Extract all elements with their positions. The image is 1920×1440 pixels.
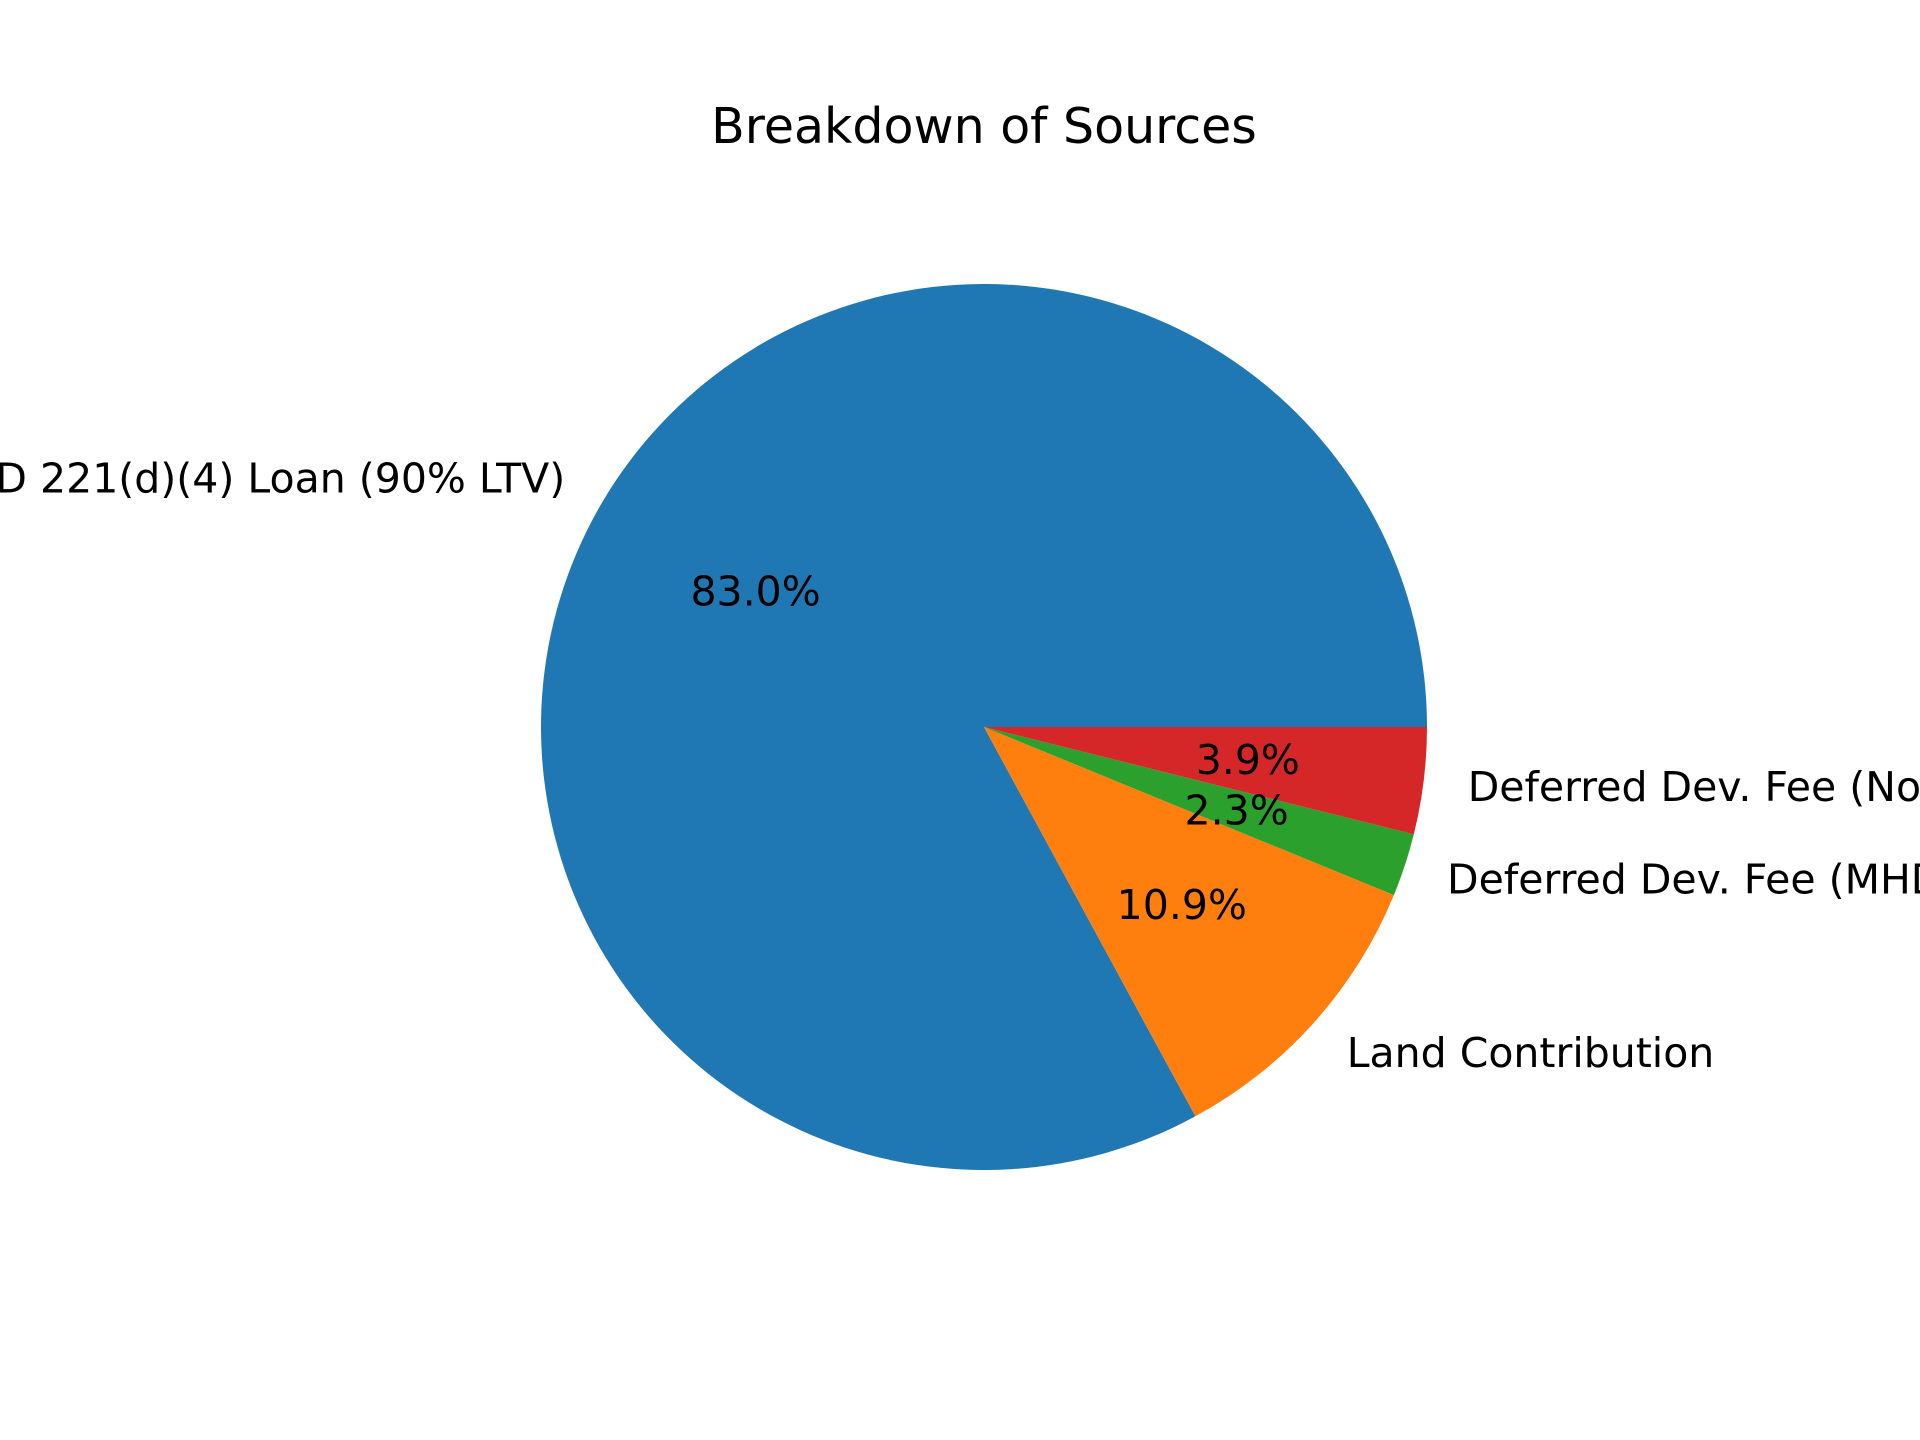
pie-slice-deferred-dev-fee-mhdc — [984, 727, 1414, 896]
pie-slice-deferred-dev-fee-non-mhdc — [984, 727, 1427, 835]
pct-label-land-contribution: 10.9% — [1117, 881, 1247, 929]
pie-labels: 83.0% HUD 221(d)(4) Loan (90% LTV) 10.9% La… — [0, 454, 1920, 1077]
slice-label-hud-221-d-4-loan-90-ltv: HUD 221(d)(4) Loan (90% LTV) — [0, 454, 565, 502]
pct-label-deferred-dev-fee-non-mhdc: 3.9% — [1196, 736, 1300, 784]
pct-label-deferred-dev-fee-mhdc: 2.3% — [1185, 786, 1289, 834]
slice-label-land-contribution: Land Contribution — [1347, 1029, 1715, 1077]
slice-label-deferred-dev-fee-non-mhdc: Deferred Dev. Fee (Non-MHDC) — [1468, 763, 1920, 811]
slice-label-deferred-dev-fee-mhdc: Deferred Dev. Fee (MHDC) — [1447, 855, 1920, 903]
pct-label-hud-221-d-4-loan-90-ltv: 83.0% — [690, 567, 820, 615]
chart-title: Breakdown of Sources — [711, 98, 1257, 155]
pie-slice-hud-221-d-4-loan-90-ltv — [541, 283, 1427, 1170]
pie-slice-land-contribution — [984, 727, 1394, 1117]
pie-wedges — [541, 283, 1427, 1170]
